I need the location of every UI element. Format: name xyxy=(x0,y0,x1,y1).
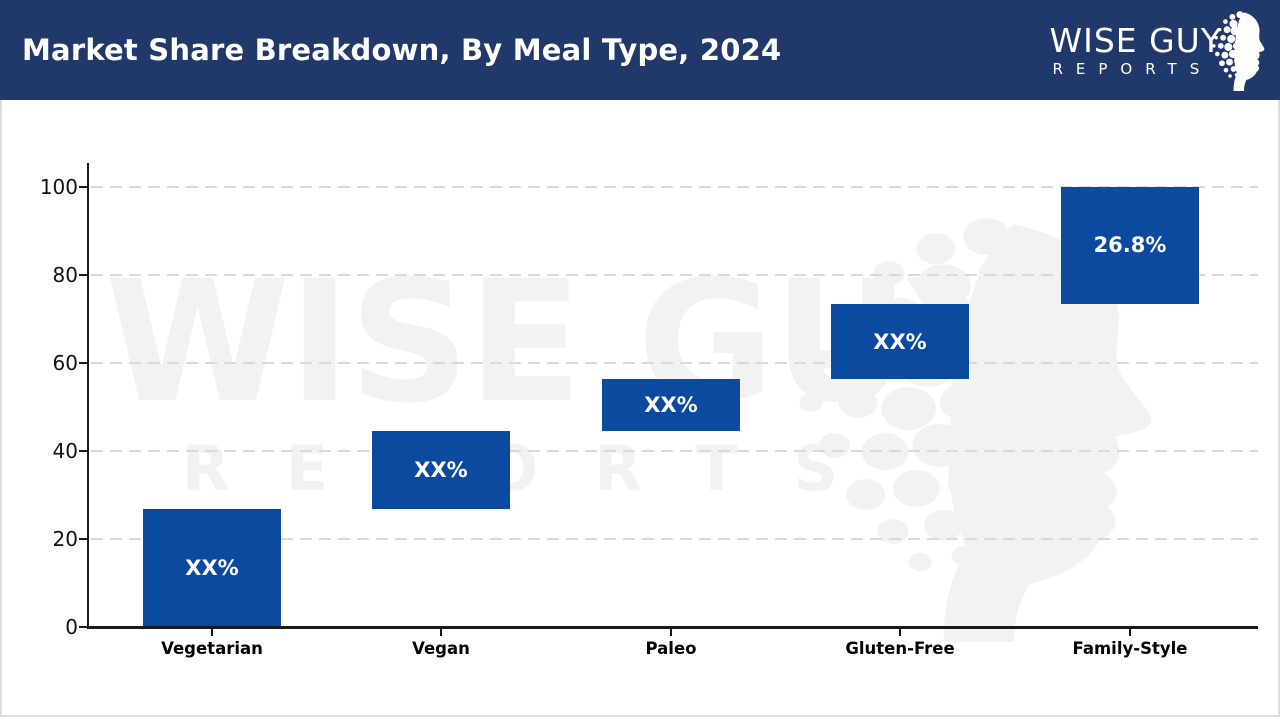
y-tick-label: 100 xyxy=(39,174,78,199)
bar-value-label: XX% xyxy=(414,458,468,483)
bar-family-style: 26.8% xyxy=(1061,186,1199,305)
bar-gluten-free: XX% xyxy=(831,304,969,379)
y-tick-label: 60 xyxy=(52,350,78,375)
y-tick-mark-0 xyxy=(79,625,87,628)
bar-paleo: XX% xyxy=(602,378,740,431)
dotted-head-profile-icon xyxy=(1212,10,1265,91)
header-banner: Market Share Breakdown, By Meal Type, 20… xyxy=(0,0,1280,100)
y-tick-label: 0 xyxy=(65,614,78,639)
y-tick-label: 40 xyxy=(52,438,78,463)
page-title: Market Share Breakdown, By Meal Type, 20… xyxy=(22,33,782,67)
x-category-label: Gluten-Free xyxy=(845,639,955,658)
bar-vegetarian: XX% xyxy=(143,509,281,627)
x-tick-mark-1 xyxy=(440,628,442,636)
y-tick-label: 20 xyxy=(52,526,78,551)
gridline-y-20 xyxy=(91,537,1258,540)
watermark-reports-text: REPORTS xyxy=(182,432,895,505)
y-tick-mark-40 xyxy=(79,449,87,452)
x-category-label: Family-Style xyxy=(1072,639,1188,658)
brand-logo-line1: WISE GUY xyxy=(1049,20,1222,60)
x-tick-mark-4 xyxy=(1129,628,1131,636)
bar-value-label: XX% xyxy=(873,329,927,354)
y-axis-line xyxy=(87,163,89,627)
gridline-y-100 xyxy=(91,185,1258,188)
x-category-label: Vegan xyxy=(412,639,470,658)
y-tick-mark-80 xyxy=(79,273,87,276)
x-tick-mark-0 xyxy=(211,628,213,636)
bar-value-label: XX% xyxy=(185,555,239,580)
gridline-y-40 xyxy=(91,449,1258,452)
bar-value-label: XX% xyxy=(644,392,698,417)
bar-value-label: 26.8% xyxy=(1093,233,1167,258)
x-axis-line xyxy=(87,626,1258,629)
y-tick-label: 80 xyxy=(52,262,78,287)
y-tick-mark-100 xyxy=(79,185,87,188)
x-tick-mark-2 xyxy=(670,628,672,636)
x-category-label: Paleo xyxy=(645,639,697,658)
brand-logo-text: WISE GUY REPORTS xyxy=(1049,24,1222,77)
brand-logo-line2: REPORTS xyxy=(1052,59,1213,78)
brand-logo: WISE GUY REPORTS xyxy=(1049,10,1266,91)
gridline-y-60 xyxy=(91,361,1258,364)
y-tick-mark-60 xyxy=(79,361,87,364)
y-tick-mark-20 xyxy=(79,537,87,540)
x-tick-mark-3 xyxy=(899,628,901,636)
x-category-label: Vegetarian xyxy=(161,639,263,658)
gridline-y-80 xyxy=(91,273,1258,276)
bar-vegan: XX% xyxy=(372,430,510,510)
